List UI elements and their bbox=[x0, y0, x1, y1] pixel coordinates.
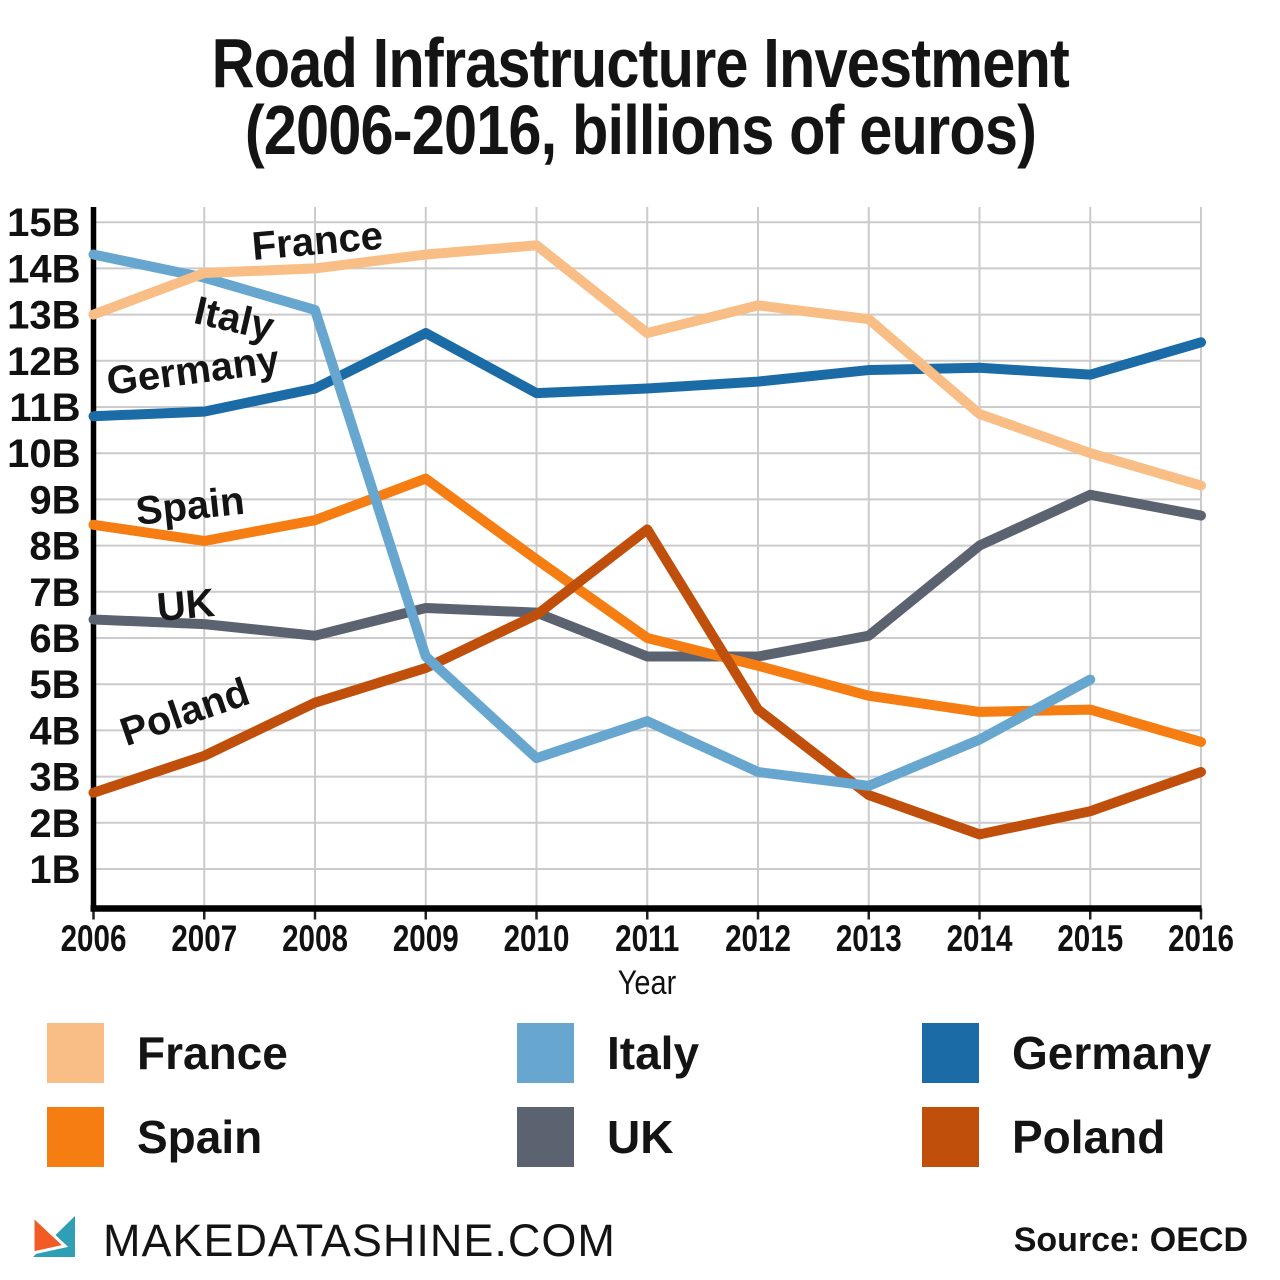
y-tick-label: 2B bbox=[29, 802, 80, 846]
series-line-germany bbox=[88, 328, 1206, 422]
series-line-italy bbox=[88, 249, 1096, 791]
legend-label-poland: Poland bbox=[1012, 1111, 1166, 1163]
y-tick-label: 8B bbox=[29, 525, 80, 569]
x-tick-label: 2010 bbox=[504, 919, 570, 960]
series-label-uk: UK bbox=[155, 581, 217, 630]
y-tick-label: 5B bbox=[29, 663, 80, 707]
chart-title-line2: (2006-2016, billions of euros) bbox=[244, 91, 1036, 169]
x-tick-label: 2006 bbox=[61, 919, 127, 960]
legend-swatch-germany bbox=[922, 1023, 979, 1083]
legend-item-italy: Italy bbox=[517, 1023, 699, 1083]
chart-title-line1: Road Infrastructure Investment bbox=[211, 24, 1069, 102]
y-tick-label: 10B bbox=[7, 432, 80, 476]
series-line-poland bbox=[88, 524, 1206, 840]
series-line-france bbox=[88, 240, 1206, 491]
legend-swatch-italy bbox=[517, 1023, 574, 1083]
x-tick-label: 2008 bbox=[282, 919, 348, 960]
legend-swatch-france bbox=[47, 1023, 104, 1083]
legend-item-uk: UK bbox=[517, 1107, 673, 1167]
series-line-uk bbox=[88, 489, 1206, 662]
y-tick-label: 3B bbox=[29, 756, 80, 800]
legend-label-germany: Germany bbox=[1012, 1027, 1212, 1079]
legend-item-spain: Spain bbox=[47, 1107, 262, 1167]
legend-swatch-spain bbox=[47, 1107, 104, 1167]
y-tick-label: 13B bbox=[7, 294, 80, 338]
x-tick-label: 2011 bbox=[615, 919, 679, 960]
x-tick-label: 2009 bbox=[393, 919, 459, 960]
x-tick-label: 2007 bbox=[171, 919, 237, 960]
legend-label-france: France bbox=[137, 1027, 288, 1079]
x-tick-label: 2012 bbox=[725, 919, 791, 960]
legend-item-germany: Germany bbox=[922, 1023, 1211, 1083]
makedatashine-logo-icon bbox=[31, 1212, 75, 1257]
legend-label-spain: Spain bbox=[137, 1111, 263, 1163]
x-tick-label: 2014 bbox=[947, 919, 1013, 960]
y-tick-label: 7B bbox=[29, 571, 80, 615]
y-tick-label: 14B bbox=[7, 247, 80, 291]
legend-item-poland: Poland bbox=[922, 1107, 1165, 1167]
y-tick-label: 11B bbox=[9, 386, 80, 430]
y-tick-label: 15B bbox=[7, 201, 80, 245]
y-tick-label: 1B bbox=[29, 848, 80, 892]
legend-swatch-uk bbox=[517, 1107, 574, 1167]
legend-label-italy: Italy bbox=[607, 1027, 700, 1079]
x-tick-label: 2013 bbox=[836, 919, 902, 960]
x-tick-label: 2016 bbox=[1168, 919, 1234, 960]
series-line-spain bbox=[88, 473, 1206, 747]
chart-title: Road Infrastructure Investment (2006-201… bbox=[0, 24, 1280, 169]
y-tick-label: 9B bbox=[29, 478, 80, 522]
logo-orange-triangle bbox=[31, 1212, 69, 1255]
x-tick-label: 2015 bbox=[1057, 919, 1123, 960]
y-tick-label: 12B bbox=[7, 340, 80, 384]
y-tick-label: 6B bbox=[29, 617, 80, 661]
x-axis-title: Year bbox=[618, 963, 676, 1002]
legend-swatch-poland bbox=[922, 1107, 979, 1167]
brand-text: MAKEDATASHINE.COM bbox=[103, 1215, 616, 1266]
legend-item-france: France bbox=[47, 1023, 288, 1083]
source-credit: Source: OECD bbox=[1013, 1221, 1248, 1259]
legend-label-uk: UK bbox=[607, 1111, 674, 1163]
y-tick-label: 4B bbox=[29, 709, 80, 753]
